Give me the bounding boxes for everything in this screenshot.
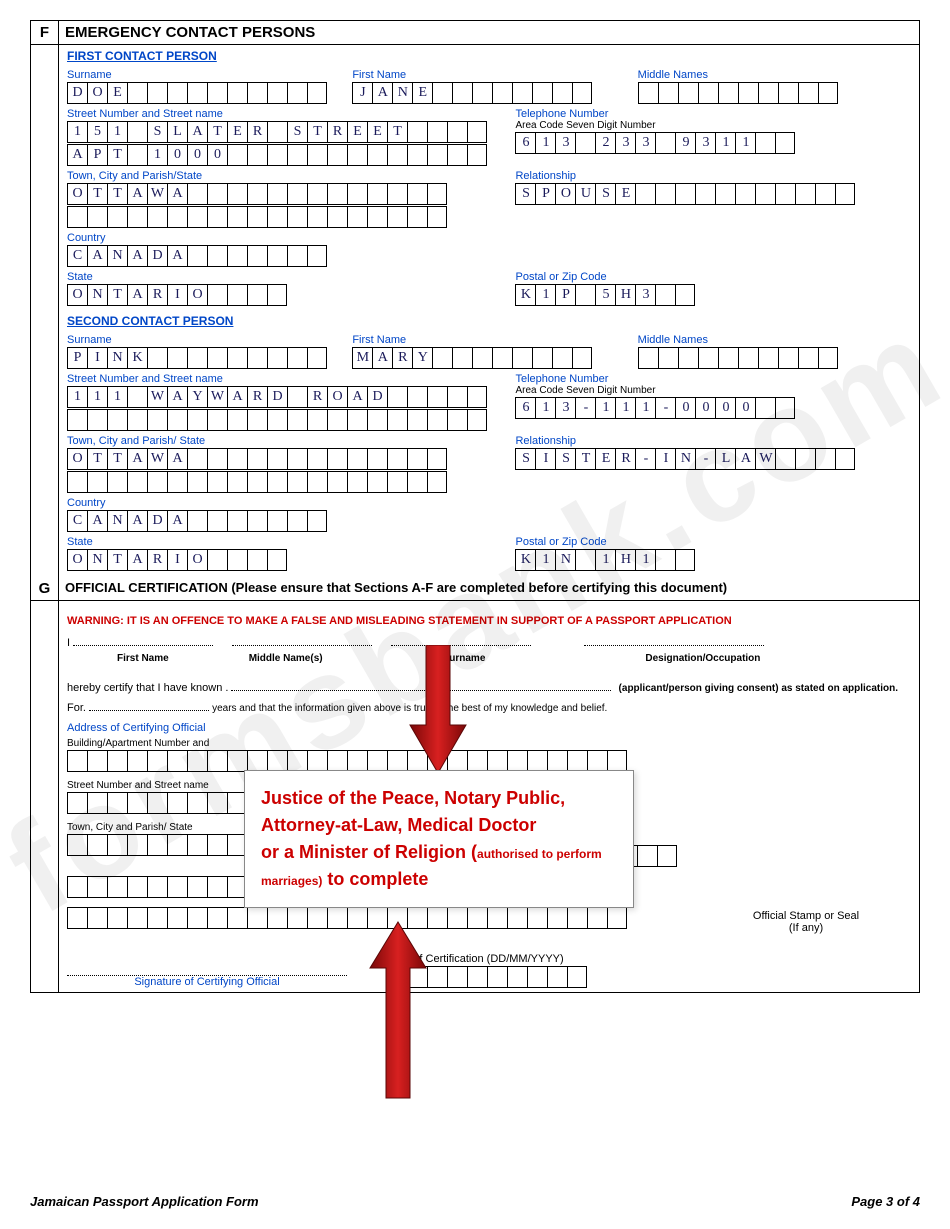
char-boxes: K1N 1H1 xyxy=(515,549,911,571)
char-boxes: ONTARIO xyxy=(67,549,495,571)
char-boxes: MARY xyxy=(352,347,625,369)
char-boxes: K1P 5H3 xyxy=(515,284,911,306)
second-contact: SECOND CONTACT PERSONSurnamePINKFirst Na… xyxy=(67,314,911,571)
arrow-up-icon xyxy=(368,920,428,1100)
callout-box: Justice of the Peace, Notary Public, Att… xyxy=(244,770,634,908)
section-g-letter: G xyxy=(31,577,59,600)
addr-label: Address of Certifying Official xyxy=(67,722,911,734)
char-boxes: 613-111-0000 xyxy=(515,397,911,419)
char-boxes: SPOUSE xyxy=(515,183,911,205)
warning-text: WARNING: IT IS AN OFFENCE TO MAKE A FALS… xyxy=(67,615,911,627)
cert-known: hereby certify that I have known . xyxy=(67,682,228,694)
footer-title: Jamaican Passport Application Form xyxy=(30,1194,259,1209)
char-boxes xyxy=(638,82,911,104)
sig-label: Signature of Certifying Official xyxy=(67,976,347,988)
section-g-title: OFFICIAL CERTIFICATION (Please ensure th… xyxy=(59,577,919,600)
section-f-title: EMERGENCY CONTACT PERSONS xyxy=(59,21,919,44)
char-boxes: ONTARIO xyxy=(67,284,495,306)
char-boxes: OTTAWA xyxy=(67,448,495,470)
cert-for: For. xyxy=(67,702,86,714)
char-boxes: 613 233 9311 xyxy=(515,132,911,154)
char-boxes: CANADA xyxy=(67,510,911,532)
char-boxes xyxy=(67,750,911,772)
stamp-label: Official Stamp or Seal(If any) xyxy=(706,910,906,934)
char-boxes: CANADA xyxy=(67,245,911,267)
char-boxes: 151 SLATER STREET xyxy=(67,121,495,143)
char-boxes xyxy=(67,471,495,493)
char-boxes: SISTER-IN-LAW xyxy=(515,448,911,470)
char-boxes xyxy=(67,206,495,228)
arrow-down-icon xyxy=(408,645,468,775)
cert-i: I xyxy=(67,637,70,649)
char-boxes: APT 1000 xyxy=(67,144,495,166)
char-boxes: DOE xyxy=(67,82,340,104)
char-boxes: PINK xyxy=(67,347,340,369)
char-boxes xyxy=(638,347,911,369)
char-boxes: 111 WAYWARD ROAD xyxy=(67,386,495,408)
first-contact: FIRST CONTACT PERSONSurnameDOEFirst Name… xyxy=(67,49,911,306)
char-boxes: OTTAWA xyxy=(67,183,495,205)
section-f-letter: F xyxy=(31,21,59,44)
footer-page: Page 3 of 4 xyxy=(851,1194,920,1209)
char-boxes: JANE xyxy=(352,82,625,104)
char-boxes xyxy=(67,409,495,431)
